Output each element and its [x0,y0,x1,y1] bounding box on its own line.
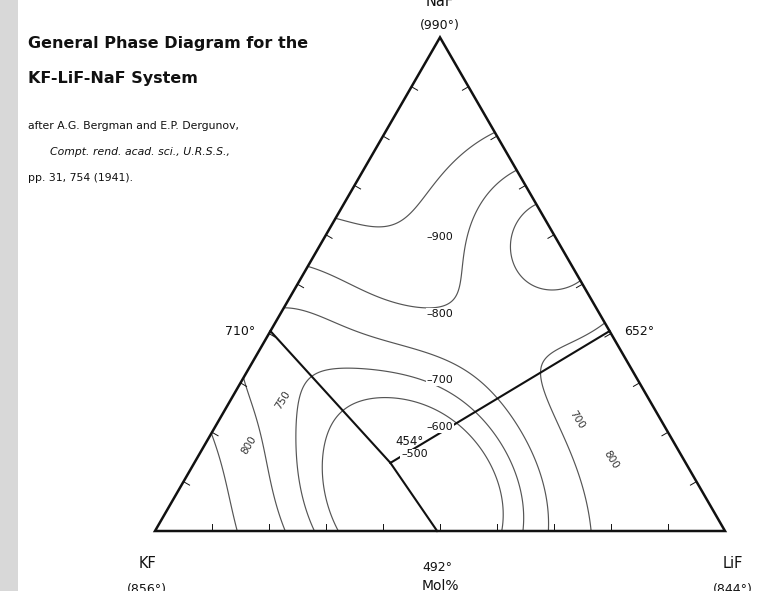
Text: (990°): (990°) [420,20,460,33]
Text: 750: 750 [274,389,292,411]
Text: Compt. rend. acad. sci., U.R.S.S.,: Compt. rend. acad. sci., U.R.S.S., [50,147,230,157]
Text: KF: KF [138,556,156,571]
Text: –900: –900 [427,232,453,242]
Text: (844°): (844°) [713,583,753,591]
Text: –700: –700 [427,375,453,385]
Text: General Phase Diagram for the: General Phase Diagram for the [28,36,308,51]
Text: –800: –800 [427,309,453,319]
Text: –500: –500 [401,450,427,459]
Text: 800: 800 [239,434,258,456]
Text: –600: –600 [427,423,453,433]
Text: NaF: NaF [426,0,454,9]
Text: KF-LiF-NaF System: KF-LiF-NaF System [28,71,198,86]
Text: 492°: 492° [422,561,452,574]
Text: after A.G. Bergman and E.P. Dergunov,: after A.G. Bergman and E.P. Dergunov, [28,121,239,131]
Text: 710°: 710° [225,324,255,337]
Text: 454°: 454° [395,435,424,448]
Text: 700: 700 [567,409,587,431]
Text: 800: 800 [601,449,620,470]
Text: Mol%: Mol% [421,579,459,591]
Text: LiF: LiF [723,556,743,571]
Text: (856°): (856°) [127,583,167,591]
Text: 652°: 652° [625,324,654,337]
Text: pp. ​31​, 754 (1941).: pp. ​31​, 754 (1941). [28,173,133,183]
